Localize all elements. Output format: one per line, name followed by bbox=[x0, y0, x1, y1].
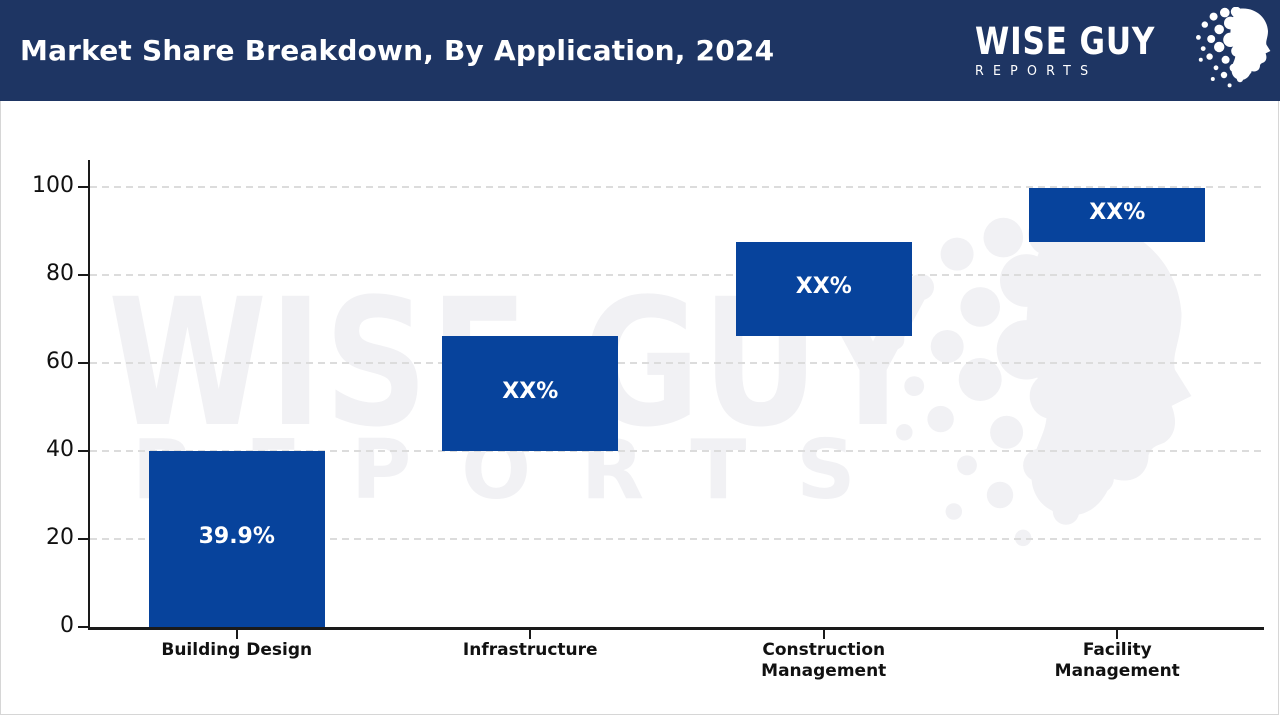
x-category-label-construction-management: Construction Management bbox=[761, 640, 887, 681]
y-tick-80 bbox=[78, 274, 90, 276]
bar-facility-management bbox=[1029, 187, 1206, 242]
y-tick-100 bbox=[78, 186, 90, 188]
y-tick-40 bbox=[78, 450, 90, 452]
x-tick-facility-management bbox=[1116, 630, 1119, 639]
x-tick-construction-management bbox=[822, 630, 825, 639]
x-category-label-building-design: Building Design bbox=[161, 640, 313, 660]
y-tick-0 bbox=[78, 626, 90, 628]
bar-construction-management bbox=[735, 242, 912, 337]
y-axis-line bbox=[88, 160, 90, 630]
header-bar: Market Share Breakdown, By Application, … bbox=[0, 0, 1280, 101]
y-tick-20 bbox=[78, 538, 90, 540]
gridline-60 bbox=[90, 362, 1264, 364]
x-category-label-facility-management: Facility Management bbox=[1054, 640, 1180, 681]
brand-logo-text: WISE GUY REPORTS bbox=[975, 23, 1190, 79]
y-tick-label-20: 20 bbox=[46, 525, 74, 550]
y-tick-label-60: 60 bbox=[46, 349, 74, 374]
y-tick-label-0: 0 bbox=[60, 613, 74, 638]
y-tick-label-80: 80 bbox=[46, 261, 74, 286]
brand-subtitle: REPORTS bbox=[975, 63, 1098, 79]
x-tick-infrastructure bbox=[529, 630, 532, 639]
y-tick-label-100: 100 bbox=[32, 173, 74, 198]
gridline-20 bbox=[90, 538, 1264, 540]
bar-value-label-infrastructure: XX% bbox=[502, 378, 559, 404]
x-axis-line bbox=[88, 627, 1264, 630]
bar-value-label-construction-management: XX% bbox=[795, 274, 852, 300]
bar-infrastructure bbox=[442, 336, 619, 452]
gridline-100 bbox=[90, 186, 1264, 188]
bar-building-design bbox=[148, 451, 325, 627]
brand-name: WISE GUY bbox=[975, 19, 1156, 63]
bar-value-label-building-design: 39.9% bbox=[198, 524, 275, 550]
gridline-40 bbox=[90, 450, 1264, 452]
gridline-80 bbox=[90, 274, 1264, 276]
x-tick-building-design bbox=[235, 630, 238, 639]
brand-logo: WISE GUY REPORTS bbox=[975, 4, 1272, 97]
dotted-head-profile-icon bbox=[1196, 6, 1271, 87]
y-tick-60 bbox=[78, 362, 90, 364]
x-category-label-infrastructure: Infrastructure bbox=[462, 640, 598, 660]
y-tick-label-40: 40 bbox=[46, 437, 74, 462]
page-title: Market Share Breakdown, By Application, … bbox=[20, 34, 775, 67]
bar-value-label-facility-management: XX% bbox=[1089, 199, 1146, 225]
